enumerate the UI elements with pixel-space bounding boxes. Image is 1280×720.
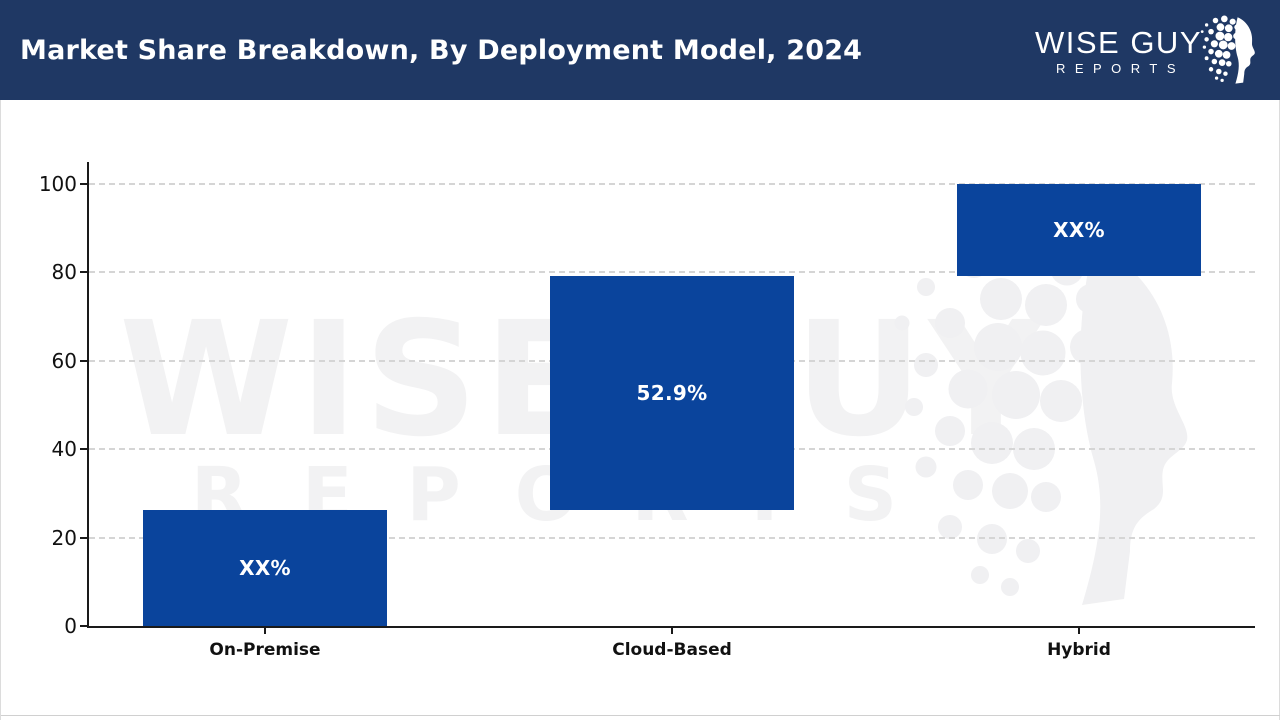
gridline <box>89 536 1255 539</box>
bottom-rule <box>1 715 1280 716</box>
y-tick-mark <box>80 536 88 539</box>
brand-text: WISE GUY REPORTS <box>1035 27 1202 75</box>
y-tick-mark <box>80 271 88 274</box>
page-title: Market Share Breakdown, By Deployment Mo… <box>20 34 863 66</box>
x-tick-mark <box>671 627 673 634</box>
gridline <box>89 271 1255 274</box>
y-tick-label: 20 <box>51 525 77 550</box>
y-tick-label: 80 <box>51 260 77 285</box>
y-tick-mark <box>80 359 88 362</box>
brand-face-icon <box>1190 10 1262 92</box>
y-tick-mark <box>80 448 88 451</box>
y-tick-label: 0 <box>64 614 77 638</box>
y-tick-mark <box>80 625 88 627</box>
x-category-label: Hybrid <box>1047 640 1111 660</box>
brand-logo: WISE GUY REPORTS <box>1035 10 1262 92</box>
brand-name: WISE GUY <box>1034 25 1202 60</box>
bar: XX% <box>957 184 1201 276</box>
x-axis <box>87 626 1255 628</box>
bar-value-label: XX% <box>239 555 291 580</box>
x-category-label: Cloud-Based <box>612 640 732 660</box>
y-tick-label: 60 <box>51 348 77 373</box>
y-tick-label: 40 <box>51 437 77 462</box>
header-bar: Market Share Breakdown, By Deployment Mo… <box>0 0 1280 100</box>
y-tick-mark <box>80 183 88 186</box>
gridline <box>89 183 1255 186</box>
bar: XX% <box>143 509 387 626</box>
y-tick-label: 100 <box>38 172 77 197</box>
bar-value-label: XX% <box>1053 218 1105 243</box>
brand-subname: REPORTS <box>1055 61 1186 76</box>
bar-value-label: 52.9% <box>636 380 708 405</box>
chart-area: WISE GUY REPORTS 020406080100XX%On-Premi… <box>0 100 1280 720</box>
y-axis <box>87 162 89 628</box>
bar: 52.9% <box>550 276 794 510</box>
x-tick-mark <box>264 627 266 634</box>
x-category-label: On-Premise <box>209 640 321 660</box>
x-tick-mark <box>1078 627 1080 634</box>
